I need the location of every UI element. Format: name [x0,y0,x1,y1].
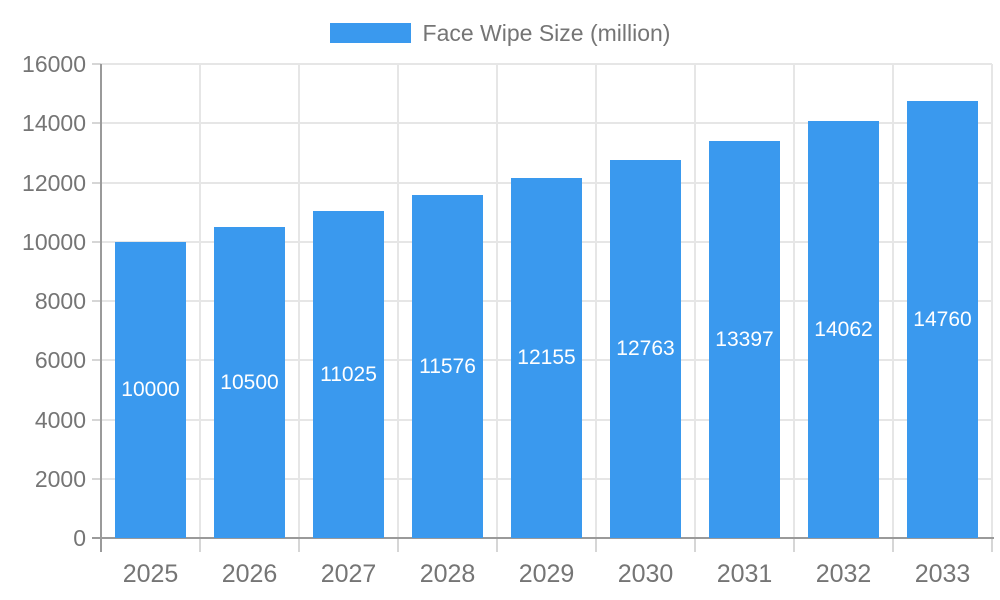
bar-value-label: 13397 [715,328,774,352]
bar-2027: 11025 [313,211,384,538]
bar-value-label: 10500 [220,370,279,394]
y-axis-label-8000: 8000 [34,288,86,314]
y-tick-14000 [92,122,101,125]
y-axis-label-0: 0 [73,525,86,551]
x-axis-label-2032: 2032 [815,560,872,588]
gridline-vertical-2 [298,64,300,538]
y-axis-label-2000: 2000 [34,465,86,492]
bar-2031: 13397 [709,141,780,538]
gridline-vertical-7 [793,64,795,538]
x-axis-label-2029: 2029 [518,560,575,588]
y-tick-8000 [92,300,101,302]
legend-swatch [329,23,411,43]
y-tick-2000 [92,477,101,480]
gridline-vertical-6 [694,64,696,538]
y-tick-12000 [92,181,101,184]
x-tick-9 [991,538,993,552]
y-tick-10000 [92,240,101,243]
bar-value-label: 12763 [616,337,675,361]
x-axis-label-2030: 2030 [617,560,674,588]
x-tick-3 [397,538,399,552]
x-axis-label-2026: 2026 [221,560,278,588]
bar-2032: 14062 [808,121,879,538]
gridline-vertical-8 [892,64,894,538]
y-axis-label-14000: 14000 [22,110,86,137]
bar-2029: 12155 [511,177,582,538]
x-tick-2 [298,538,300,552]
y-axis-label-6000: 6000 [34,347,86,374]
x-tick-6 [694,538,696,552]
bar-value-label: 12155 [517,346,576,370]
x-axis-label-2028: 2028 [419,560,476,588]
bar-2025: 10000 [115,241,186,538]
gridline-vertical-9 [991,64,993,538]
bar-value-label: 14062 [814,318,873,342]
y-tick-16000 [92,63,101,65]
x-tick-4 [496,538,498,552]
gridline-vertical-1 [199,64,201,538]
y-axis-label-10000: 10000 [22,228,86,255]
gridline-vertical-4 [496,64,498,538]
x-tick-8 [892,538,894,552]
x-axis-line [92,537,994,539]
x-tick-1 [199,538,201,552]
bar-value-label: 10000 [121,378,180,402]
y-axis-label-16000: 16000 [22,51,86,77]
gridline-horizontal-14000 [101,122,992,125]
bar-value-label: 14760 [913,307,972,331]
x-axis-label-2027: 2027 [320,560,377,588]
x-axis-label-2033: 2033 [914,560,971,588]
x-axis-label-2025: 2025 [122,560,179,588]
legend[interactable]: Face Wipe Size (million) [0,19,1000,46]
gridline-horizontal-16000 [101,63,992,65]
bar-2033: 14760 [907,100,978,538]
bar-value-label: 11576 [419,355,476,379]
x-axis-label-2031: 2031 [716,560,773,588]
bar-2028: 11576 [412,195,483,538]
gridline-vertical-3 [397,64,399,538]
y-tick-6000 [92,359,101,362]
gridline-vertical-5 [595,64,597,538]
y-axis-label-12000: 12000 [22,169,86,196]
y-axis-label-4000: 4000 [34,406,86,433]
x-tick-7 [793,538,795,552]
legend-label: Face Wipe Size (million) [422,19,671,46]
bar-2026: 10500 [214,226,285,538]
bar-value-label: 11025 [320,363,377,387]
y-tick-4000 [92,418,101,421]
y-axis-line [100,64,102,552]
bar-2030: 12763 [610,159,681,538]
x-tick-5 [595,538,597,552]
